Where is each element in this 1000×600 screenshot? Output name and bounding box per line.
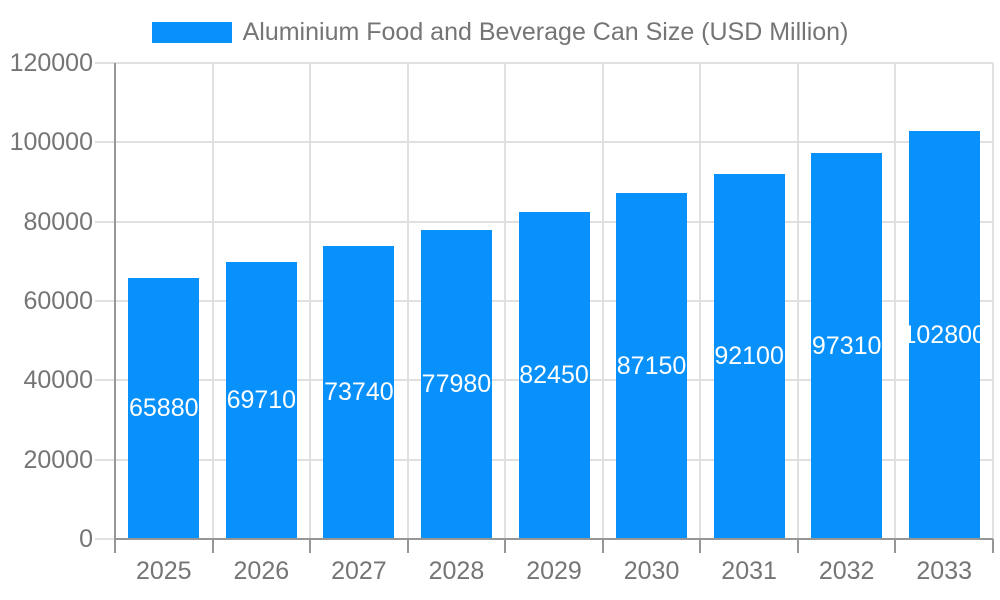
- bar-value-label: 69710: [226, 386, 297, 415]
- x-axis-tick: [894, 539, 897, 553]
- x-axis-tick: [211, 539, 214, 553]
- x-axis-tick-label: 2027: [331, 557, 387, 585]
- y-axis-tick-label: 120000: [9, 49, 93, 77]
- y-gridline: [95, 62, 993, 64]
- x-axis-tick-label: 2025: [135, 557, 192, 585]
- y-axis-tick-label: 40000: [23, 366, 93, 395]
- legend-swatch[interactable]: [151, 22, 232, 43]
- x-axis-tick: [796, 539, 799, 553]
- bar-2028[interactable]: [420, 229, 492, 539]
- x-axis-tick: [309, 539, 312, 553]
- x-axis-line: [115, 538, 993, 540]
- x-axis-tick-label: 2028: [428, 557, 485, 585]
- x-axis-tick: [992, 539, 994, 553]
- y-axis-tick-label: 20000: [23, 445, 93, 474]
- x-axis-tick-label: 2032: [818, 557, 875, 585]
- x-gridline: [894, 63, 897, 539]
- bar-2031[interactable]: [713, 173, 785, 539]
- bar-value-label: 92100: [714, 341, 784, 370]
- x-axis-tick-label: 2029: [526, 557, 582, 585]
- x-gridline: [699, 63, 702, 539]
- y-axis-tick-label: 100000: [9, 128, 93, 157]
- x-axis-tick-label: 2030: [623, 557, 680, 585]
- bar-2025[interactable]: [128, 277, 200, 539]
- bar-value-label: 77980: [421, 369, 492, 398]
- bar-2033[interactable]: [908, 131, 980, 539]
- bar-value-label: 73740: [324, 378, 394, 407]
- bar-2030[interactable]: [616, 193, 688, 539]
- y-axis-tick-label: 60000: [23, 287, 93, 315]
- legend[interactable]: Aluminium Food and Beverage Can Size (US…: [0, 18, 1000, 47]
- x-gridline: [309, 63, 312, 539]
- legend-series-label: Aluminium Food and Beverage Can Size (US…: [242, 18, 849, 46]
- x-gridline: [504, 63, 507, 539]
- x-axis-tick: [504, 539, 507, 553]
- x-gridline: [211, 63, 214, 539]
- bar-value-label: 82450: [519, 360, 589, 389]
- x-axis-tick-label: 2033: [916, 557, 973, 585]
- bar-2029[interactable]: [518, 211, 590, 539]
- bar-value-label: 87150: [616, 351, 687, 380]
- y-axis-line: [114, 63, 116, 553]
- bar-value-label: 65880: [129, 393, 199, 422]
- x-gridline: [406, 63, 409, 539]
- x-axis-tick: [601, 539, 604, 553]
- x-axis-tick: [406, 539, 409, 553]
- bar-2032[interactable]: [811, 153, 883, 539]
- x-axis-tick: [699, 539, 702, 553]
- x-gridline: [601, 63, 604, 539]
- x-axis-tick-label: 2026: [233, 557, 290, 585]
- bar-value-label: 97310: [811, 331, 882, 360]
- x-gridline: [992, 63, 994, 539]
- x-axis-tick-label: 2031: [721, 557, 777, 585]
- y-axis-tick-label: 80000: [23, 207, 93, 236]
- y-axis-tick-label: 0: [79, 525, 93, 553]
- bar-value-label: 102800: [902, 320, 986, 349]
- y-gridline: [95, 141, 993, 144]
- x-gridline: [796, 63, 799, 539]
- bar-2026[interactable]: [225, 262, 297, 539]
- y-axis-tick: [95, 538, 115, 540]
- bar-2027[interactable]: [323, 246, 395, 539]
